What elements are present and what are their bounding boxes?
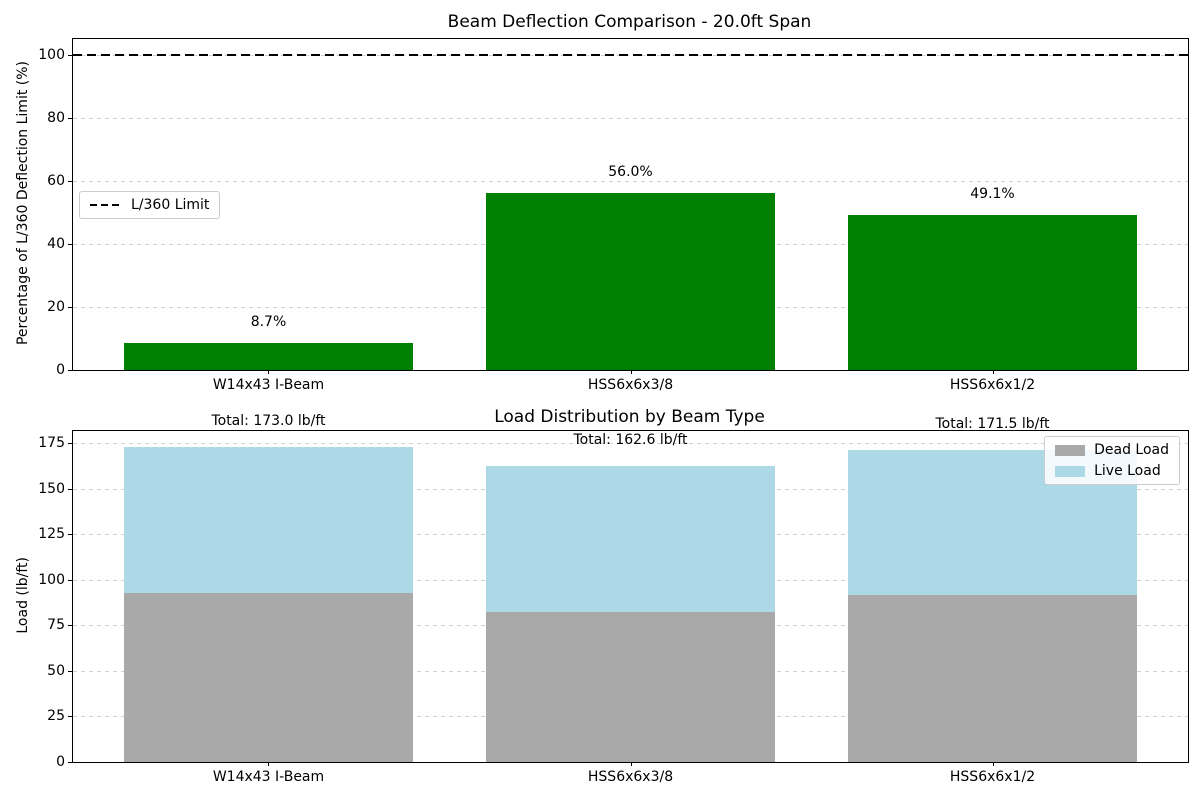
bar (123, 342, 414, 370)
bar-value-label: Total: 171.5 lb/ft (935, 415, 1050, 432)
x-tick-label: W14x43 I-Beam (212, 769, 325, 785)
y-tick-mark (68, 243, 72, 245)
x-tick-label: HSS6x6x3/8 (587, 769, 674, 785)
bar-segment (123, 446, 414, 593)
gridline (73, 180, 1188, 182)
legend-item-dead-load: Dead Load (1055, 442, 1169, 458)
y-tick-label: 175 (38, 435, 65, 452)
x-tick-mark (992, 762, 994, 766)
gridline (73, 443, 1188, 445)
y-tick-label: 40 (47, 235, 65, 252)
y-tick-mark (68, 443, 72, 445)
y-tick-mark (68, 180, 72, 182)
x-tick-label: W14x43 I-Beam (212, 377, 325, 393)
x-tick-label: HSS6x6x1/2 (949, 769, 1036, 785)
bar-segment (847, 595, 1138, 762)
reference-line (73, 53, 1188, 56)
legend-label: L/360 Limit (131, 197, 210, 213)
y-tick-label: 100 (38, 571, 65, 588)
bar-value-label: Total: 162.6 lb/ft (573, 431, 688, 448)
live-load-swatch (1055, 465, 1086, 477)
y-tick-label: 80 (47, 109, 65, 126)
bar-segment (485, 611, 776, 762)
bar-segment (123, 592, 414, 762)
x-tick-mark (268, 762, 270, 766)
y-tick-mark (68, 534, 72, 536)
x-tick-label: HSS6x6x3/8 (587, 377, 674, 393)
y-tick-mark (68, 716, 72, 718)
x-tick-mark (630, 762, 632, 766)
y-tick-label: 0 (56, 362, 65, 378)
y-tick-label: 25 (47, 708, 65, 725)
y-tick-mark (68, 370, 72, 371)
load-y-axis-label: Load (lb/ft) (15, 557, 31, 634)
y-tick-label: 125 (38, 526, 65, 543)
y-tick-mark (68, 670, 72, 672)
y-tick-mark (68, 488, 72, 490)
bar-value-label: 56.0% (608, 164, 653, 181)
x-tick-mark (268, 370, 270, 374)
dashed-line-icon (90, 204, 122, 206)
y-tick-mark (68, 579, 72, 581)
bar-segment (485, 465, 776, 612)
x-tick-mark (630, 370, 632, 374)
bar-value-label: 49.1% (970, 186, 1015, 203)
bar-value-label: 8.7% (250, 313, 287, 330)
y-tick-label: 0 (56, 754, 65, 770)
load-legend: Dead Load Live Load (1044, 436, 1180, 485)
y-tick-mark (68, 762, 72, 763)
dead-load-swatch (1055, 444, 1086, 456)
bar (485, 193, 776, 370)
y-tick-label: 50 (47, 662, 65, 679)
y-tick-mark (68, 625, 72, 627)
legend-item-live-load: Live Load (1055, 463, 1169, 479)
y-tick-mark (68, 306, 72, 308)
y-tick-mark (68, 54, 72, 56)
y-tick-mark (68, 117, 72, 119)
load-axes: Dead Load Live Load 0 25 50 75 100 125 150 175 W… (38, 413, 1189, 785)
y-tick-label: 60 (47, 172, 65, 189)
legend-item-l360-limit: L/360 Limit (90, 197, 209, 213)
legend-label: Live Load (1094, 463, 1161, 479)
deflection-legend: L/360 Limit (79, 191, 221, 219)
deflection-axes: L/360 Limit 0 20 40 60 80 100 W14x43 I-Beam 8.7… (38, 38, 1189, 393)
bar-value-label: Total: 173.0 lb/ft (211, 412, 326, 429)
x-tick-mark (992, 370, 994, 374)
y-tick-label: 75 (47, 617, 65, 634)
y-tick-label: 150 (38, 480, 65, 497)
legend-label: Dead Load (1094, 442, 1169, 458)
gridline (73, 117, 1188, 119)
deflection-chart-title: Beam Deflection Comparison - 20.0ft Span (447, 12, 812, 32)
y-tick-label: 20 (47, 298, 65, 315)
bar (847, 215, 1138, 370)
y-tick-label: 100 (38, 46, 65, 63)
deflection-y-axis-label: Percentage of L/360 Deflection Limit (%) (15, 61, 31, 346)
load-chart-title: Load Distribution by Beam Type (494, 407, 765, 427)
x-tick-label: HSS6x6x1/2 (949, 377, 1036, 393)
